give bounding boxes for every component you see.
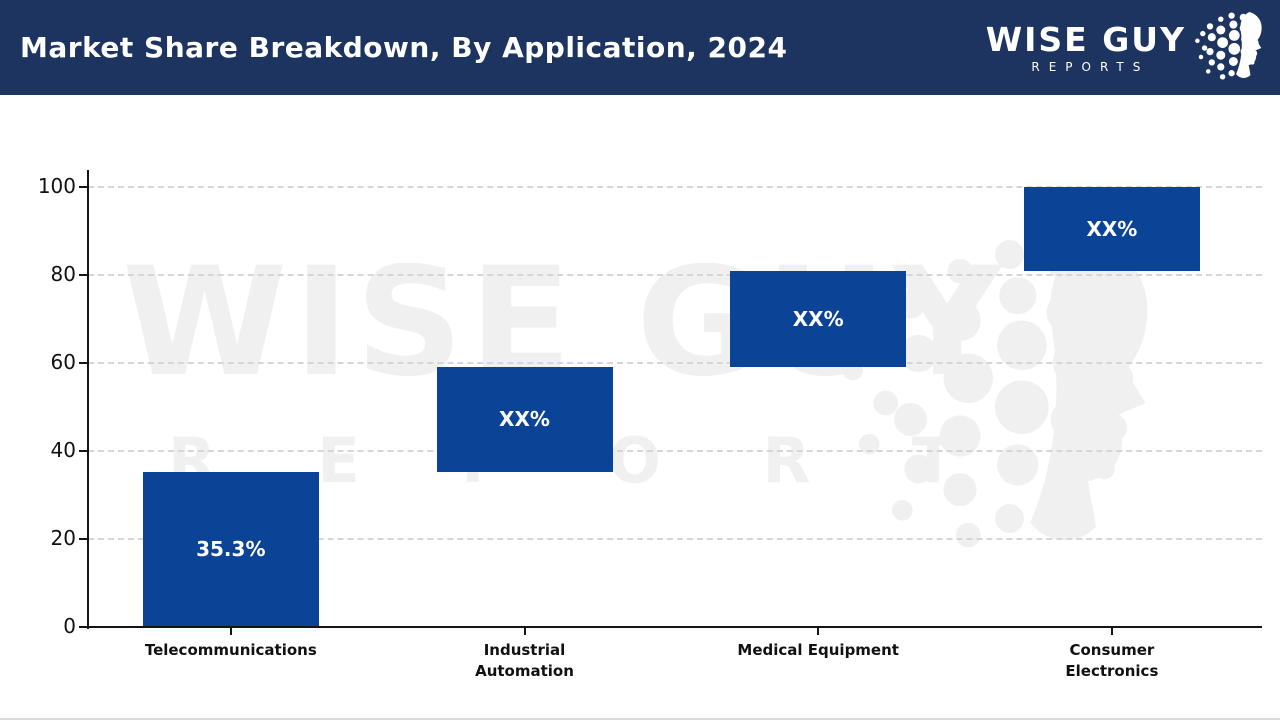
gridline-80 [88, 274, 1262, 276]
gridline-60 [88, 362, 1262, 364]
y-tickmark-100 [79, 186, 88, 188]
bar-value-label-4: XX% [1086, 217, 1138, 242]
header-bar: Market Share Breakdown, By Application, … [0, 0, 1280, 95]
chart-title: Market Share Breakdown, By Application, … [20, 30, 788, 64]
x-tickmark-3 [817, 628, 820, 635]
y-tick-label-20: 20 [50, 526, 76, 550]
bar-2: XX% [436, 366, 613, 472]
gridline-40 [88, 450, 1262, 452]
x-axis-label-line: Telecommunications [144, 641, 317, 659]
x-tickmark-4 [1110, 628, 1113, 635]
x-axis-label-line: Medical Equipment [737, 641, 899, 659]
brand-logo: WISE GUY REPORTS [986, 4, 1264, 92]
y-tickmark-40 [79, 450, 88, 452]
y-axis-line [87, 170, 89, 629]
brand-reports-text: REPORTS [1031, 60, 1150, 74]
x-axis-label-line: Automation [475, 662, 574, 680]
bar-1: 35.3% [142, 471, 319, 627]
x-axis-label-line: Electronics [1065, 662, 1159, 680]
y-tick-label-40: 40 [50, 438, 76, 462]
brand-wordmark: WISE GUY REPORTS [986, 23, 1186, 73]
y-tickmark-0 [79, 626, 88, 628]
y-tickmark-80 [79, 274, 88, 276]
y-tickmark-60 [79, 362, 88, 364]
bar-3: XX% [730, 271, 907, 367]
x-axis-label-line: Industrial [483, 641, 566, 659]
y-tick-label-60: 60 [50, 350, 76, 374]
x-tickmark-2 [523, 628, 526, 635]
gridline-100 [88, 186, 1262, 188]
bar-value-label-2: XX% [499, 407, 550, 432]
x-axis-label-2: Industrial Automation [410, 640, 640, 682]
x-axis-label-4: Consumer Electronics [997, 640, 1227, 682]
brand-name-text: WISE GUY [985, 20, 1186, 59]
bar-value-label-1: 35.3% [196, 537, 266, 562]
gridline-20 [88, 538, 1262, 540]
bar-value-label-3: XX% [792, 306, 844, 331]
y-tickmark-20 [79, 538, 88, 540]
bar-4: XX% [1023, 187, 1200, 272]
x-tickmark-1 [229, 628, 232, 635]
x-axis-label-line: Consumer [1069, 641, 1155, 659]
x-axis-label-3: Medical Equipment [703, 640, 933, 661]
y-tick-label-80: 80 [50, 262, 76, 286]
y-tick-label-100: 100 [37, 174, 76, 198]
x-axis-label-1: Telecommunications [116, 640, 346, 661]
x-axis-line [87, 626, 1262, 628]
y-tick-label-0: 0 [63, 614, 76, 638]
brand-face-dots-icon [1195, 12, 1262, 80]
